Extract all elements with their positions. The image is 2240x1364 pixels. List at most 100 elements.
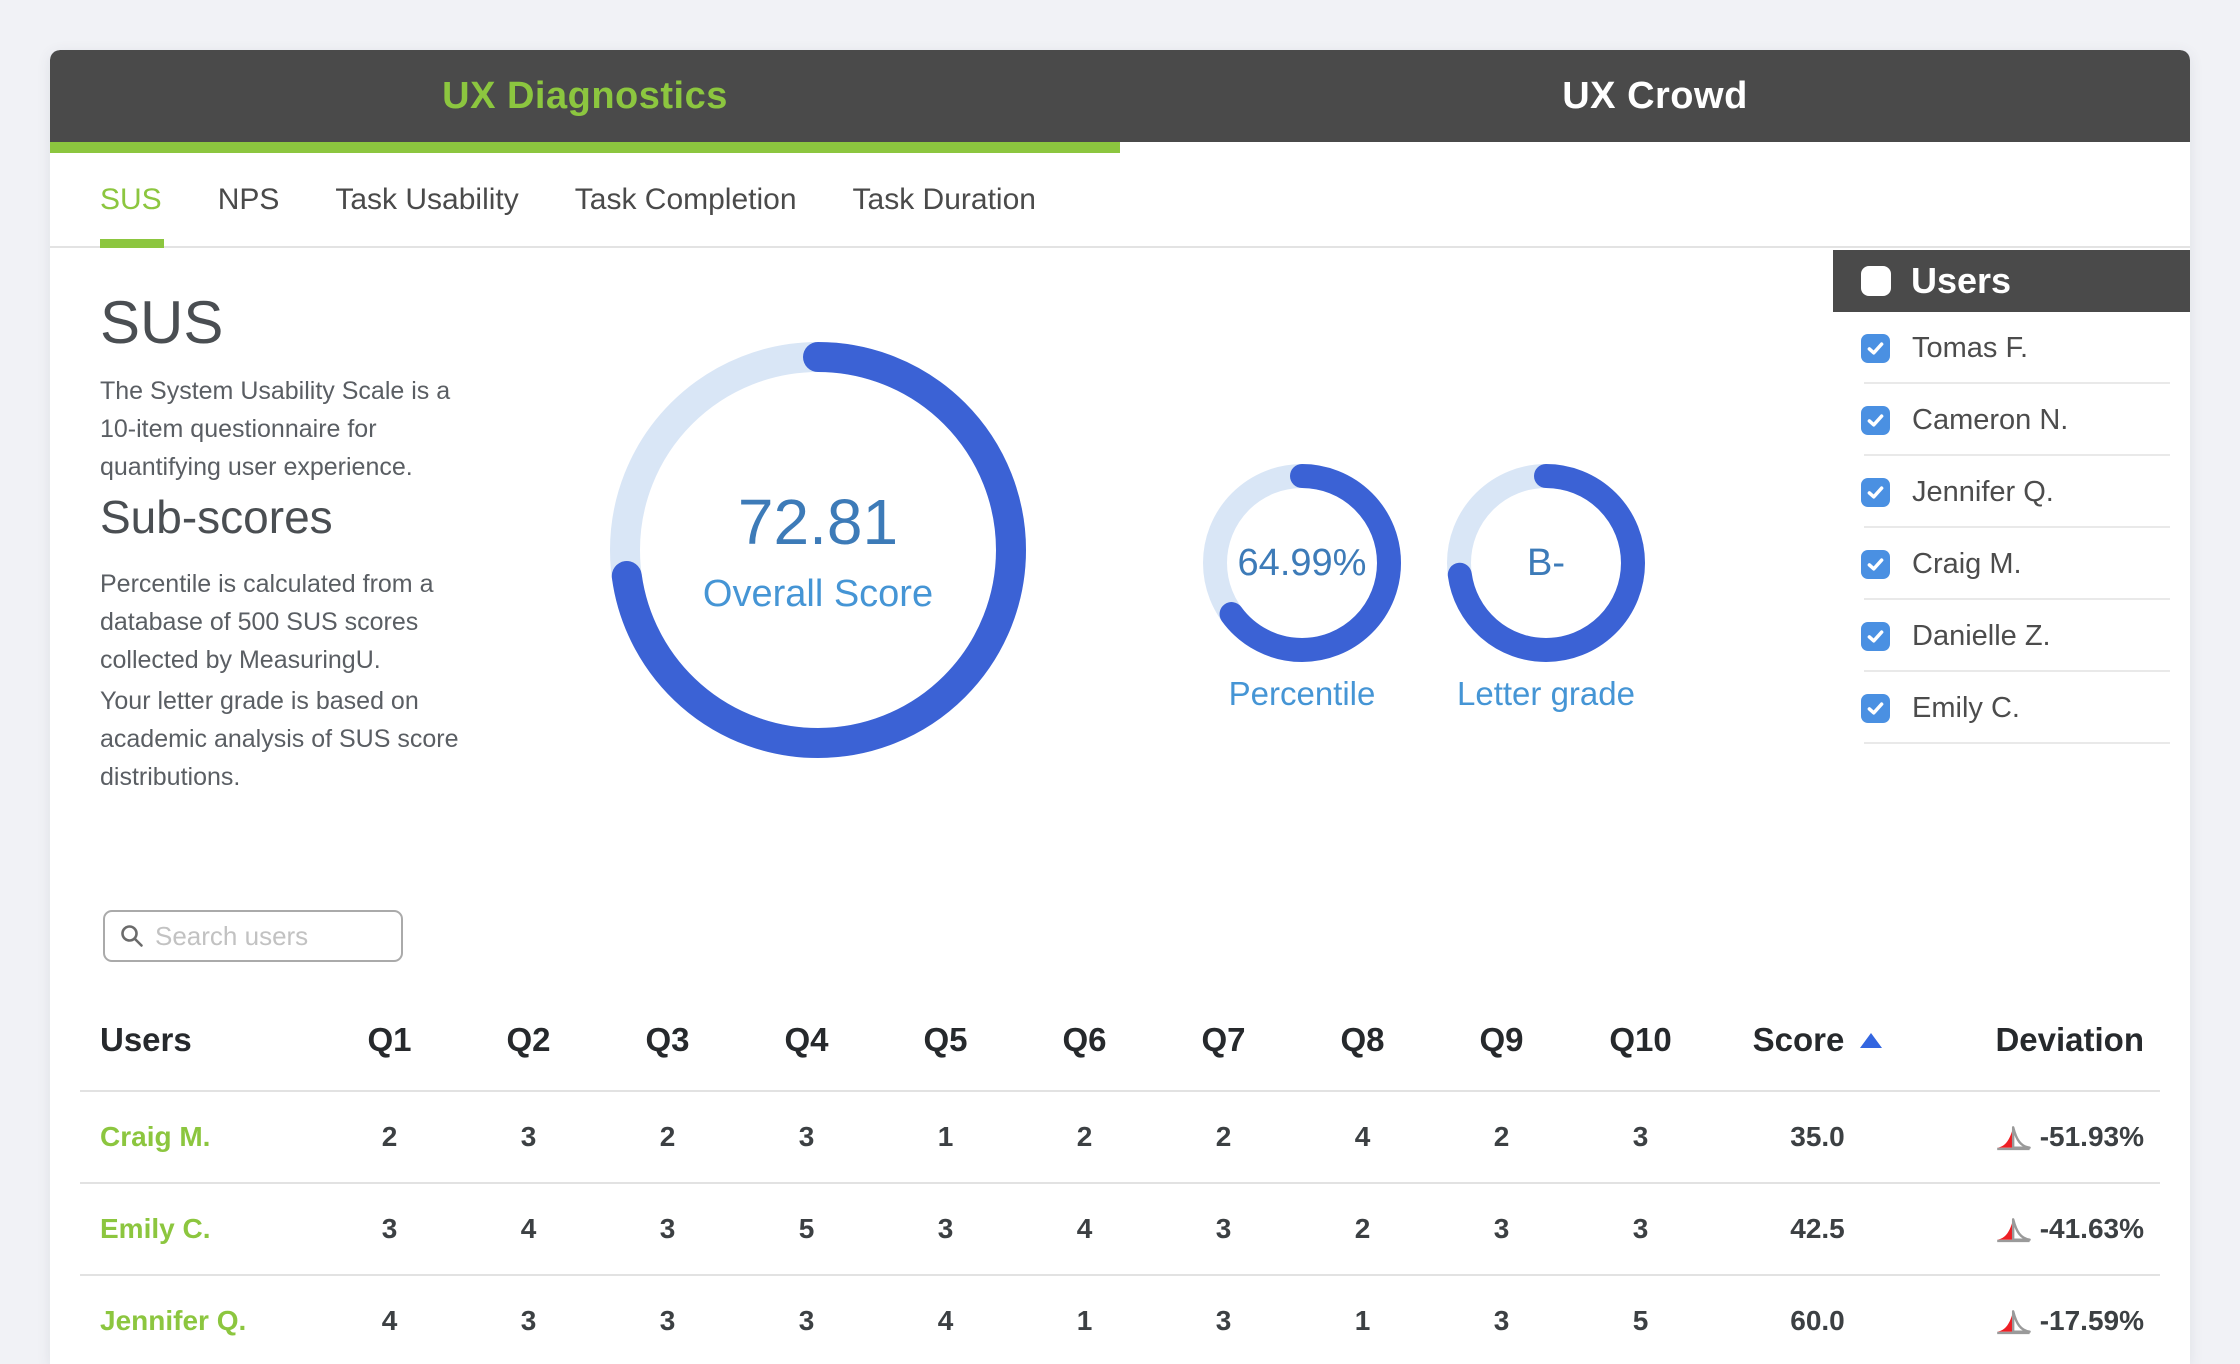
answer-cell-q6: 4	[1076, 1213, 1093, 1244]
answer-cell-q4: 3	[798, 1121, 815, 1152]
sus-table: Users Q1 Q2 Q3 Q4 Q5 Q6 Q7 Q8 Q9 Q10 Sco…	[80, 990, 2160, 1364]
answer-cell-q9: 2	[1493, 1121, 1510, 1152]
subscores-heading: Sub-scores	[100, 491, 333, 543]
user-checkbox[interactable]	[1861, 693, 1890, 723]
answer-cell-q7: 3	[1215, 1305, 1232, 1336]
user-name: Emily C.	[1912, 691, 2020, 724]
search-input[interactable]	[155, 920, 387, 952]
deviation-cell: -17.59%	[1925, 1305, 2160, 1337]
check-icon	[1867, 701, 1884, 715]
user-name: Craig M.	[1912, 547, 2022, 580]
row-user-name[interactable]: Jennifer Q.	[100, 1305, 247, 1336]
answer-cell-q8: 2	[1354, 1213, 1371, 1244]
answer-cell-q5: 4	[937, 1305, 954, 1336]
subnav-item-task-duration[interactable]: Task Duration	[852, 182, 1036, 216]
col-deviation[interactable]: Deviation	[1995, 1021, 2144, 1058]
sus-description: The System Usability Scale is a 10-item …	[100, 377, 451, 481]
deviation-cell: -41.63%	[1925, 1213, 2160, 1245]
user-checkbox[interactable]	[1861, 405, 1890, 435]
user-checkbox[interactable]	[1861, 549, 1890, 579]
col-q7[interactable]: Q7	[1201, 1021, 1246, 1058]
answer-cell-q8: 4	[1354, 1121, 1371, 1152]
answer-cell-q2: 3	[520, 1121, 537, 1152]
select-all-users-checkbox[interactable]	[1861, 266, 1891, 296]
answer-cell-q3: 3	[659, 1213, 676, 1244]
distribution-deviation-icon	[1996, 1309, 2031, 1334]
search-box	[103, 910, 403, 962]
answer-cell-q2: 3	[520, 1305, 537, 1336]
answer-cell-q8: 1	[1354, 1305, 1371, 1336]
answer-cell-q5: 3	[937, 1213, 954, 1244]
check-icon	[1867, 485, 1884, 499]
row-user-name[interactable]: Craig M.	[100, 1121, 211, 1152]
answer-cell-q3: 2	[659, 1121, 676, 1152]
search-icon	[121, 925, 143, 947]
dashboard-card: UX Diagnostics UX Crowd SUS NPS Task Usa…	[50, 50, 2190, 1364]
answer-cell-q10: 3	[1632, 1121, 1649, 1152]
table-row: Jennifer Q. 4 3 3 3 4 1 3 1 3 5 60.0 -17.59%	[80, 1274, 2160, 1364]
col-q4[interactable]: Q4	[784, 1021, 829, 1058]
answer-cell-q6: 1	[1076, 1305, 1093, 1336]
col-q3[interactable]: Q3	[645, 1021, 690, 1058]
deviation-value: -41.63%	[2039, 1213, 2144, 1244]
deviation-value: -17.59%	[2039, 1305, 2144, 1336]
subnav-item-task-completion[interactable]: Task Completion	[574, 182, 797, 216]
user-checkbox[interactable]	[1861, 333, 1890, 363]
table-header-row: Users Q1 Q2 Q3 Q4 Q5 Q6 Q7 Q8 Q9 Q10 Sco…	[80, 990, 2160, 1090]
answer-cell-q4: 3	[798, 1305, 815, 1336]
user-list-item[interactable]: Craig M.	[1833, 528, 2190, 600]
sort-ascending-icon[interactable]	[1860, 1033, 1883, 1048]
deviation-cell: -51.93%	[1925, 1121, 2160, 1153]
user-checkbox[interactable]	[1861, 621, 1890, 651]
col-q10[interactable]: Q10	[1609, 1021, 1672, 1058]
col-score[interactable]: Score	[1710, 1021, 1925, 1059]
score-cell: 60.0	[1790, 1305, 1845, 1336]
answer-cell-q4: 5	[798, 1213, 815, 1244]
col-q6[interactable]: Q6	[1062, 1021, 1107, 1058]
page-title: SUS	[100, 289, 224, 356]
answer-cell-q1: 3	[381, 1213, 398, 1244]
users-list: Tomas F. Cameron N. Jennifer Q. Craig M.	[1833, 312, 2190, 744]
answer-cell-q1: 2	[381, 1121, 398, 1152]
users-panel-title: Users	[1911, 260, 2012, 301]
user-name: Tomas F.	[1912, 331, 2029, 364]
check-icon	[1867, 341, 1884, 355]
user-list-item[interactable]: Tomas F.	[1833, 312, 2190, 384]
overall-score-gauge: 72.81 Overall Score	[608, 340, 1028, 760]
check-icon	[1867, 557, 1884, 571]
user-name: Jennifer Q.	[1912, 475, 2054, 508]
user-checkbox[interactable]	[1861, 477, 1890, 507]
deviation-value: -51.93%	[2039, 1121, 2144, 1152]
user-list-item[interactable]: Cameron N.	[1833, 384, 2190, 456]
user-list-item[interactable]: Jennifer Q.	[1833, 456, 2190, 528]
table-body: Craig M. 2 3 2 3 1 2 2 4 2 3 35.0 -51.93% Emily C.…	[80, 1090, 2160, 1364]
users-panel-header: Users	[1833, 250, 2190, 312]
user-list-item[interactable]: Danielle Z.	[1833, 600, 2190, 672]
subnav-item-task-usability[interactable]: Task Usability	[335, 182, 519, 216]
col-q5[interactable]: Q5	[923, 1021, 968, 1058]
distribution-deviation-icon	[1996, 1125, 2031, 1150]
user-list-item[interactable]: Emily C.	[1833, 672, 2190, 744]
percentile-gauge: 64.99%	[1202, 463, 1402, 663]
tab-ux-diagnostics[interactable]: UX Diagnostics	[442, 74, 728, 117]
answer-cell-q7: 2	[1215, 1121, 1232, 1152]
tab-ux-crowd[interactable]: UX Crowd	[1562, 74, 1748, 117]
col-q8[interactable]: Q8	[1340, 1021, 1385, 1058]
subnav-item-sus[interactable]: SUS	[100, 153, 164, 248]
subnav: SUS NPS Task Usability Task Completion T…	[50, 153, 2190, 248]
subnav-item-nps[interactable]: NPS	[217, 182, 280, 216]
col-q9[interactable]: Q9	[1479, 1021, 1524, 1058]
col-users[interactable]: Users	[100, 1021, 192, 1058]
check-icon	[1867, 629, 1884, 643]
table-row: Emily C. 3 4 3 5 3 4 3 2 3 3 42.5 -41.63%	[80, 1182, 2160, 1274]
row-user-name[interactable]: Emily C.	[100, 1213, 211, 1244]
answer-cell-q1: 4	[381, 1305, 398, 1336]
answer-cell-q7: 3	[1215, 1213, 1232, 1244]
col-q1[interactable]: Q1	[367, 1021, 412, 1058]
score-cell: 42.5	[1790, 1213, 1845, 1244]
answer-cell-q6: 2	[1076, 1121, 1093, 1152]
answer-cell-q9: 3	[1493, 1213, 1510, 1244]
letter-grade-description: Your letter grade is based on academic a…	[100, 687, 459, 791]
app-header: UX Diagnostics UX Crowd	[50, 50, 2190, 142]
col-q2[interactable]: Q2	[506, 1021, 551, 1058]
